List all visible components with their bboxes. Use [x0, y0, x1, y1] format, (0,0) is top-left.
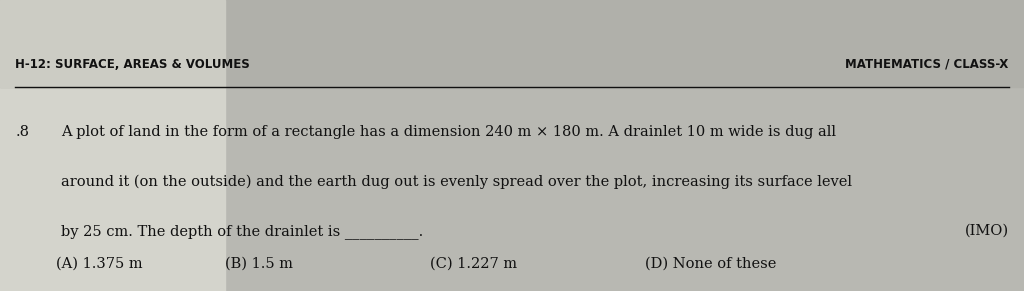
- Text: by 25 cm. The depth of the drainlet is __________.: by 25 cm. The depth of the drainlet is _…: [61, 224, 424, 239]
- Text: around it (on the outside) and the earth dug out is evenly spread over the plot,: around it (on the outside) and the earth…: [61, 175, 852, 189]
- Bar: [0, 0, 225, 291]
- Bar: [0, 0, 1024, 87]
- Text: MATHEMATICS / CLASS-X: MATHEMATICS / CLASS-X: [846, 58, 1009, 70]
- Text: .8: .8: [15, 125, 30, 139]
- Text: (IMO): (IMO): [965, 224, 1009, 238]
- Text: (D) None of these: (D) None of these: [645, 257, 776, 271]
- Text: (A) 1.375 m: (A) 1.375 m: [56, 257, 143, 271]
- Bar: [0, 0, 225, 87]
- Text: (C) 1.227 m: (C) 1.227 m: [430, 257, 517, 271]
- Text: (B) 1.5 m: (B) 1.5 m: [225, 257, 293, 271]
- Text: H-12: SURFACE, AREAS & VOLUMES: H-12: SURFACE, AREAS & VOLUMES: [15, 58, 250, 70]
- Text: A plot of land in the form of a rectangle has a dimension 240 m × 180 m. A drain: A plot of land in the form of a rectangl…: [61, 125, 837, 139]
